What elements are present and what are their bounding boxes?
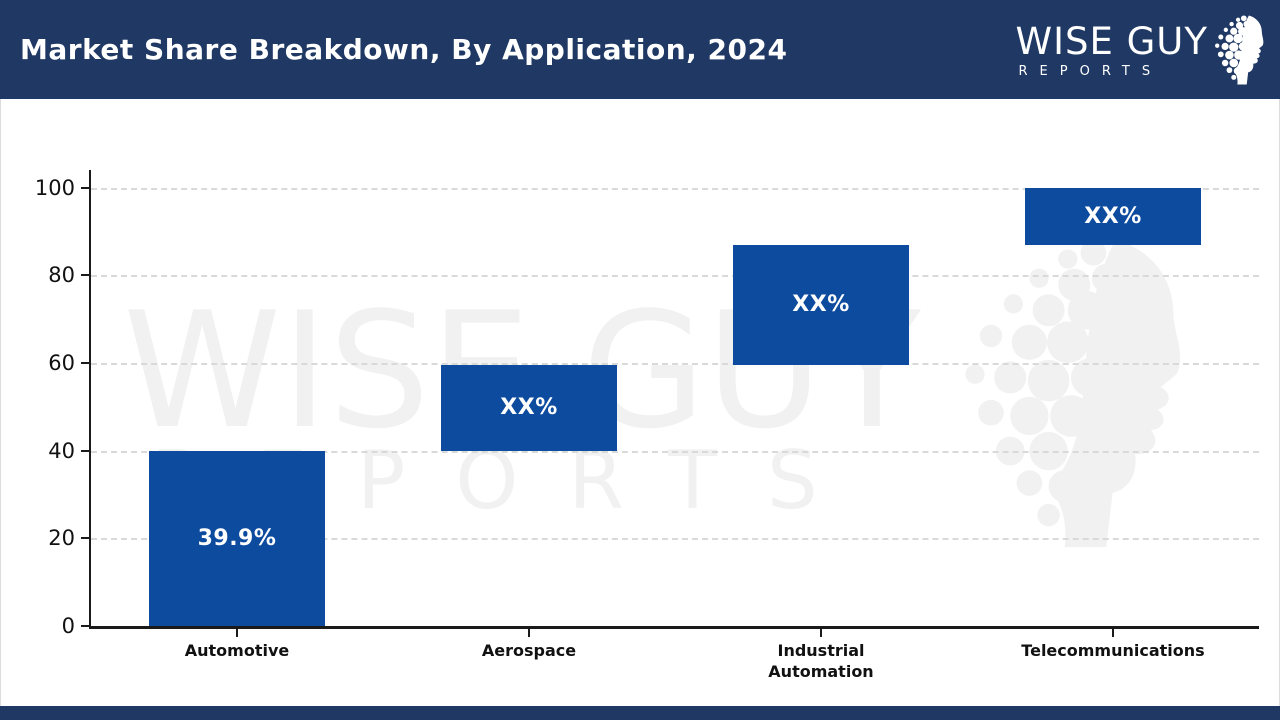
bar-telecommunications: XX% bbox=[1025, 187, 1201, 245]
x-tick-label: Aerospace bbox=[481, 641, 577, 660]
gridline bbox=[91, 187, 1259, 190]
y-tick-label: 80 bbox=[48, 263, 75, 288]
y-tick-mark bbox=[81, 186, 89, 189]
y-tick-label: 40 bbox=[48, 438, 75, 463]
bar-aerospace: XX% bbox=[441, 364, 617, 452]
bar-automotive: 39.9% bbox=[149, 451, 325, 626]
bar-value-label: XX% bbox=[792, 292, 850, 318]
brand-logo: WISE GUY REPORTS bbox=[1016, 6, 1264, 94]
x-tick-mark bbox=[820, 629, 822, 637]
page-title: Market Share Breakdown, By Application, … bbox=[20, 33, 788, 66]
bar-column: XX% bbox=[383, 170, 675, 626]
chart-area: WISE GUY REPORTS 0 20 40 60 80 100 39.9% Automo… bbox=[0, 99, 1280, 707]
bar-column: 39.9% bbox=[91, 170, 383, 626]
y-tick-mark bbox=[81, 274, 89, 277]
plot-area: 0 20 40 60 80 100 39.9% Automotive XX% Aerospace X… bbox=[35, 170, 1259, 681]
gridline bbox=[91, 275, 1259, 278]
y-tick-mark bbox=[81, 361, 89, 364]
bar-value-label: XX% bbox=[500, 395, 558, 421]
bar-column: XX% bbox=[675, 170, 967, 626]
x-tick-label: Automotive bbox=[184, 641, 290, 660]
x-tick-mark bbox=[528, 629, 530, 637]
brand-name: WISE GUY bbox=[1015, 19, 1208, 63]
wiseguy-face-logo-icon bbox=[1192, 11, 1264, 89]
y-tick-label: 100 bbox=[34, 175, 75, 200]
y-tick-mark bbox=[81, 449, 89, 452]
bar-value-label: XX% bbox=[1084, 203, 1142, 229]
x-tick-label: Industrial Automation bbox=[768, 641, 874, 681]
gridline bbox=[91, 362, 1259, 365]
bar-value-label: 39.9% bbox=[197, 526, 277, 552]
gridline bbox=[91, 538, 1259, 541]
bar-industrial-automation: XX% bbox=[733, 244, 909, 365]
header-bar: Market Share Breakdown, By Application, … bbox=[0, 0, 1280, 99]
y-tick-mark bbox=[81, 625, 89, 627]
gridline bbox=[91, 450, 1259, 453]
y-tick-mark bbox=[81, 537, 89, 540]
x-tick-mark bbox=[236, 629, 238, 637]
y-tick-label: 60 bbox=[48, 350, 75, 375]
y-tick-label: 20 bbox=[48, 526, 75, 551]
x-tick-mark bbox=[1112, 629, 1114, 637]
footer-bar bbox=[0, 706, 1280, 720]
y-tick-label: 0 bbox=[61, 614, 75, 638]
brand-tagline: REPORTS bbox=[1018, 63, 1163, 79]
bar-column: XX% bbox=[967, 170, 1259, 626]
x-tick-label: Telecommunications bbox=[1021, 641, 1205, 660]
